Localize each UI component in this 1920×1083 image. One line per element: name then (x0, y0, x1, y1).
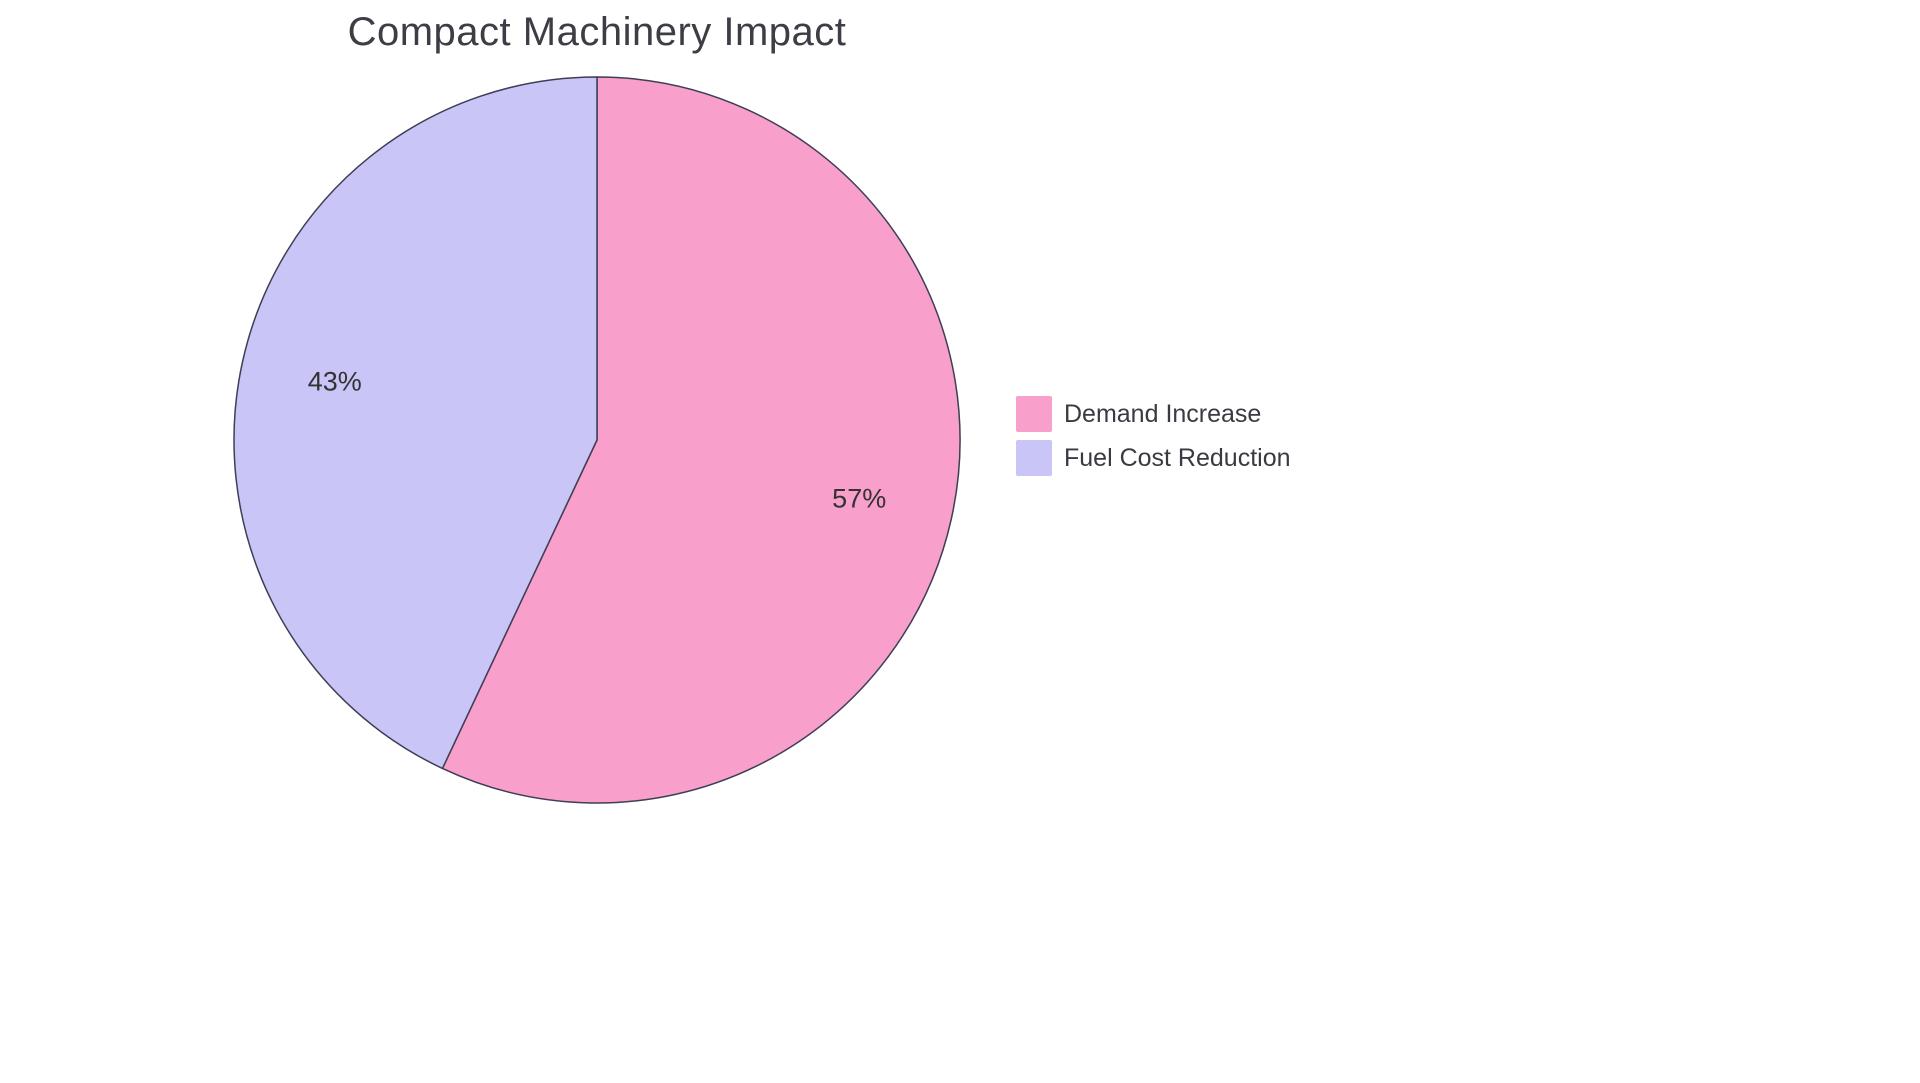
slice-label-fuel-cost-reduction: 43% (308, 366, 362, 396)
pie-slice-fuel-cost-reduction (233, 76, 598, 770)
legend-item-fuel-cost-reduction: Fuel Cost Reduction (1016, 440, 1291, 476)
legend-swatch-demand-increase (1016, 396, 1052, 432)
pie-slice-demand-increase (441, 76, 961, 804)
legend-label: Demand Increase (1064, 399, 1262, 428)
slice-label-demand-increase: 57% (832, 484, 886, 514)
chart-title: Compact Machinery Impact (347, 10, 847, 54)
legend-label: Fuel Cost Reduction (1064, 443, 1291, 472)
legend-swatch-fuel-cost-reduction (1016, 440, 1052, 476)
legend: Demand Increase Fuel Cost Reduction (1016, 396, 1291, 476)
legend-item-demand-increase: Demand Increase (1016, 396, 1291, 432)
pie-chart: 57% 43% (233, 76, 961, 804)
